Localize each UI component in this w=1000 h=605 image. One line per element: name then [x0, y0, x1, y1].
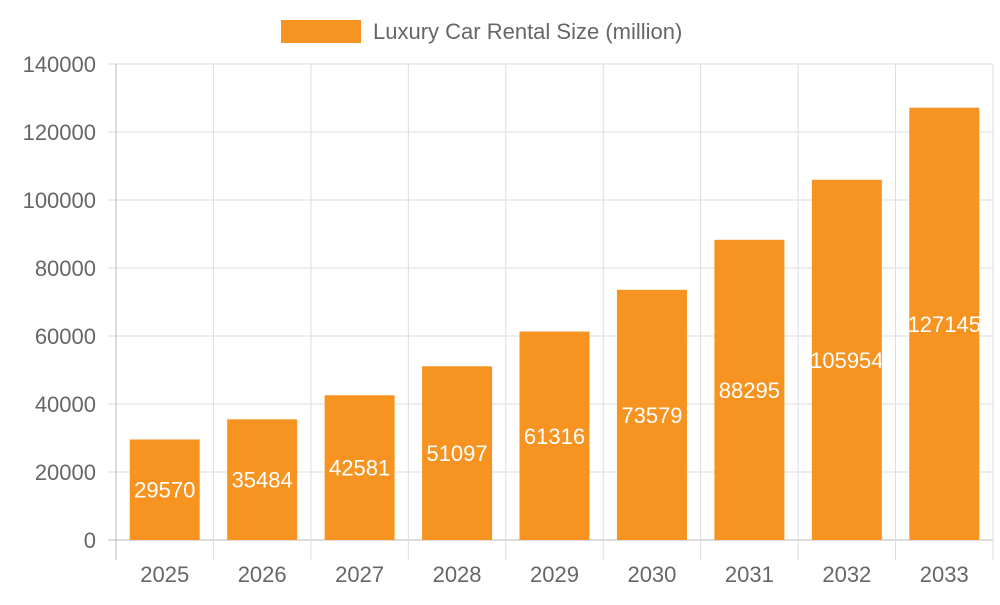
bar-2029[interactable] [519, 331, 590, 540]
data-label-2033: 127145 [908, 312, 981, 337]
x-tick-label: 2033 [920, 562, 969, 587]
x-tick-label: 2028 [433, 562, 482, 587]
bar-2032[interactable] [811, 179, 882, 540]
bar-2030[interactable] [616, 289, 687, 540]
y-tick-label: 40000 [35, 392, 96, 417]
legend-label: Luxury Car Rental Size (million) [373, 19, 682, 44]
x-tick-label: 2026 [238, 562, 287, 587]
legend-swatch [281, 20, 361, 43]
x-tick-label: 2030 [627, 562, 676, 587]
y-tick-label: 80000 [35, 256, 96, 281]
data-label-2031: 88295 [719, 378, 780, 403]
y-tick-label: 140000 [23, 52, 96, 77]
bar-2026[interactable] [227, 419, 298, 540]
data-label-2028: 51097 [426, 441, 487, 466]
x-tick-label: 2029 [530, 562, 579, 587]
x-tick-label: 2025 [140, 562, 189, 587]
y-tick-label: 20000 [35, 460, 96, 485]
data-label-2029: 61316 [524, 424, 585, 449]
legend[interactable]: Luxury Car Rental Size (million) [281, 19, 682, 44]
data-label-2030: 73579 [621, 403, 682, 428]
y-tick-label: 0 [84, 528, 96, 553]
x-tick-label: 2032 [822, 562, 871, 587]
x-tick-label: 2031 [725, 562, 774, 587]
data-label-2025: 29570 [134, 478, 195, 503]
bar-2033[interactable] [909, 107, 980, 540]
bar-2027[interactable] [324, 395, 395, 540]
y-tick-label: 120000 [23, 120, 96, 145]
data-label-2026: 35484 [232, 468, 293, 493]
bar-2031[interactable] [714, 239, 785, 540]
bar-2025[interactable] [129, 439, 200, 540]
data-label-2027: 42581 [329, 456, 390, 481]
bar-2028[interactable] [422, 366, 493, 540]
y-tick-label: 60000 [35, 324, 96, 349]
y-tick-label: 100000 [23, 188, 96, 213]
x-tick-label: 2027 [335, 562, 384, 587]
data-label-2032: 105954 [810, 348, 883, 373]
